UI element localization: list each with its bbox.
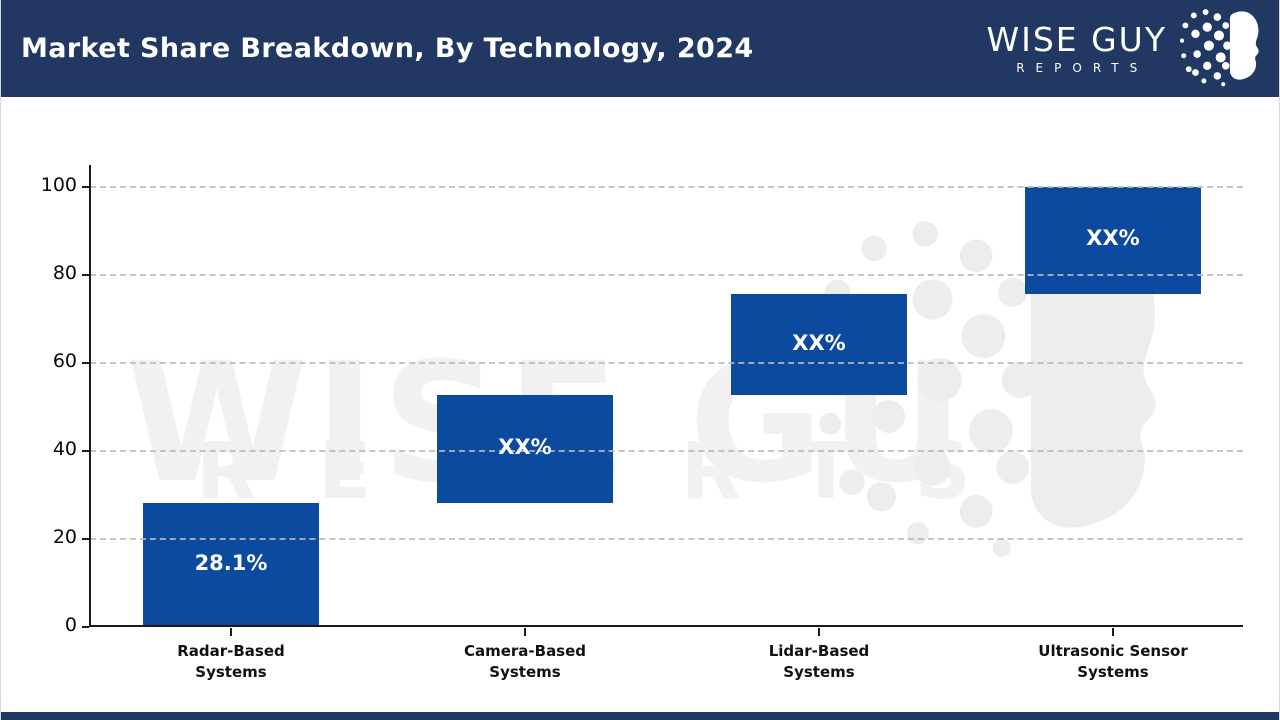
- x-category-label: Camera-Based Systems: [463, 642, 587, 681]
- header-bar: Market Share Breakdown, By Technology, 2…: [1, 0, 1279, 97]
- bar-value-label: XX%: [498, 435, 552, 460]
- logo-wordmark: WISE GUY: [986, 20, 1167, 59]
- bar-value-label: XX%: [792, 330, 846, 355]
- bar-lidar-based: [731, 293, 907, 396]
- x-tick-mark: [1112, 628, 1114, 636]
- bar-ultrasonic-sensor: [1025, 187, 1201, 294]
- logo-face-icon: [1179, 8, 1259, 86]
- y-tick-mark: [82, 538, 89, 540]
- x-tick-mark: [230, 628, 232, 636]
- y-tick-mark: [82, 362, 89, 364]
- x-tick-mark: [524, 628, 526, 636]
- y-tick-mark: [82, 450, 89, 452]
- y-tick-mark: [82, 274, 89, 276]
- y-tick-label: 80: [52, 262, 77, 284]
- y-tick-label: 20: [52, 526, 77, 548]
- gridline: [90, 274, 1243, 276]
- y-tick-label: 60: [52, 350, 77, 372]
- x-category-label: Lidar-Based Systems: [768, 642, 870, 681]
- y-axis-line: [89, 165, 91, 627]
- brand-logo-text: WISE GUY REPORTS: [986, 23, 1167, 74]
- brand-logo: WISE GUY REPORTS: [986, 7, 1265, 91]
- x-category-label: Ultrasonic Sensor Systems: [1038, 642, 1188, 681]
- x-axis-line: [89, 625, 1243, 627]
- page-title: Market Share Breakdown, By Technology, 2…: [21, 33, 754, 64]
- logo-subtext: REPORTS: [1016, 61, 1149, 75]
- gridline: [90, 186, 1243, 188]
- x-category-label: Radar-Based Systems: [177, 642, 285, 681]
- gridline: [90, 450, 1243, 452]
- chart-area: WISE GU REPORTS 28.1% XX% XX% XX% 0 20 40 60 80 1…: [1, 97, 1279, 712]
- y-tick-label: 100: [40, 174, 77, 196]
- bar-camera-based: [437, 395, 613, 504]
- footer-bar: [1, 712, 1279, 720]
- y-tick-mark: [82, 186, 89, 188]
- gridline: [90, 538, 1243, 540]
- y-tick-mark: [82, 626, 89, 628]
- x-tick-mark: [818, 628, 820, 636]
- bar-radar-based: [143, 503, 319, 627]
- y-tick-label: 0: [64, 614, 77, 636]
- bar-value-label: 28.1%: [194, 551, 268, 576]
- gridline: [90, 362, 1243, 364]
- bar-value-label: XX%: [1086, 226, 1140, 251]
- y-tick-label: 40: [52, 438, 77, 460]
